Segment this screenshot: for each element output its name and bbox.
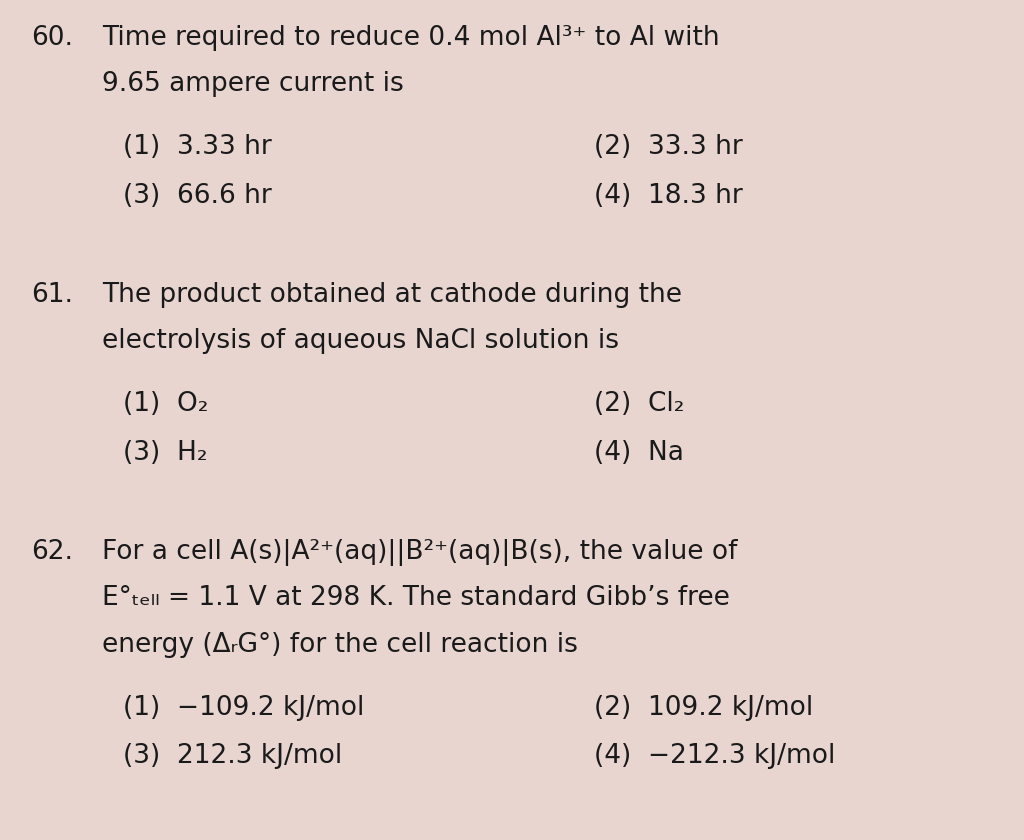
- Text: (4)  −212.3 kJ/mol: (4) −212.3 kJ/mol: [594, 743, 836, 769]
- Text: E°ₜₑₗₗ = 1.1 V at 298 K. The standard Gibb’s free: E°ₜₑₗₗ = 1.1 V at 298 K. The standard Gi…: [102, 585, 730, 612]
- Text: The product obtained at cathode during the: The product obtained at cathode during t…: [102, 282, 682, 308]
- Text: (1)  O₂: (1) O₂: [123, 391, 208, 417]
- Text: (3)  H₂: (3) H₂: [123, 440, 208, 466]
- Text: electrolysis of aqueous NaCl solution is: electrolysis of aqueous NaCl solution is: [102, 328, 620, 354]
- Text: 62.: 62.: [31, 539, 73, 565]
- Text: (3)  212.3 kJ/mol: (3) 212.3 kJ/mol: [123, 743, 342, 769]
- Text: energy (ΔᵣG°) for the cell reaction is: energy (ΔᵣG°) for the cell reaction is: [102, 632, 579, 658]
- Text: (4)  18.3 hr: (4) 18.3 hr: [594, 183, 742, 209]
- Text: Time required to reduce 0.4 mol Al³⁺ to Al with: Time required to reduce 0.4 mol Al³⁺ to …: [102, 25, 720, 51]
- Text: (2)  109.2 kJ/mol: (2) 109.2 kJ/mol: [594, 695, 813, 721]
- Text: (4)  Na: (4) Na: [594, 440, 684, 466]
- Text: (2)  33.3 hr: (2) 33.3 hr: [594, 134, 742, 160]
- Text: (3)  66.6 hr: (3) 66.6 hr: [123, 183, 271, 209]
- Text: (2)  Cl₂: (2) Cl₂: [594, 391, 684, 417]
- Text: For a cell A(s)|A²⁺(aq)||B²⁺(aq)|B(s), the value of: For a cell A(s)|A²⁺(aq)||B²⁺(aq)|B(s), t…: [102, 539, 738, 566]
- Text: 61.: 61.: [31, 282, 73, 308]
- Text: (1)  3.33 hr: (1) 3.33 hr: [123, 134, 271, 160]
- Text: 60.: 60.: [31, 25, 73, 51]
- Text: (1)  −109.2 kJ/mol: (1) −109.2 kJ/mol: [123, 695, 365, 721]
- Text: 9.65 ampere current is: 9.65 ampere current is: [102, 71, 404, 97]
